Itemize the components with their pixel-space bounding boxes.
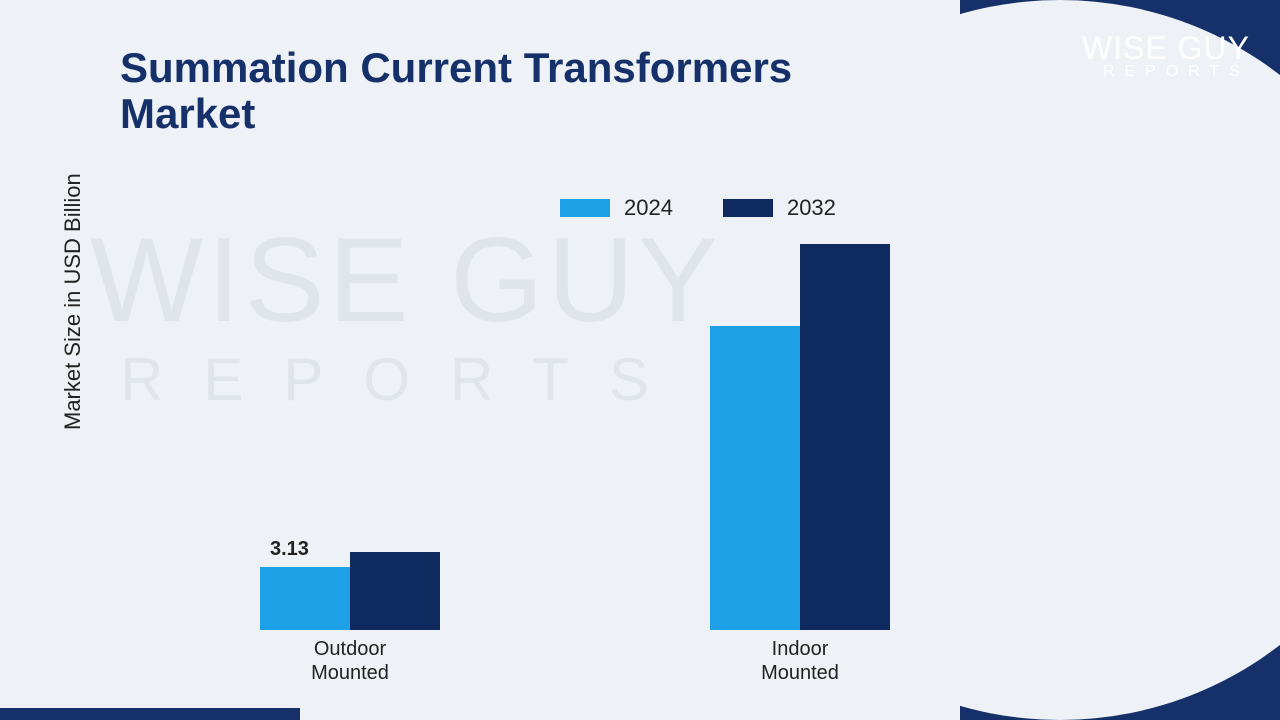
bar-value-label: 3.13 [270, 538, 309, 561]
logo-main-text: WISE GUY [1082, 30, 1250, 67]
bar [350, 552, 440, 630]
page-root: WISE GUY REPORTS WISE GUY REPORTS Summat… [0, 0, 1280, 720]
bar [260, 567, 350, 630]
brand-logo: WISE GUY REPORTS [1082, 30, 1250, 81]
category-label: IndoorMounted [710, 637, 890, 685]
legend-item-2024: 2024 [560, 195, 673, 221]
logo-sub-text: REPORTS [1082, 63, 1250, 81]
chart-area: 3.13OutdoorMounted IndoorMounted [160, 230, 960, 630]
legend-label-2032: 2032 [787, 195, 836, 221]
bottom-accent-bar [0, 708, 300, 720]
category-label: OutdoorMounted [260, 637, 440, 685]
legend-swatch-2032 [723, 199, 773, 217]
bar [800, 244, 890, 630]
legend-swatch-2024 [560, 199, 610, 217]
legend-item-2032: 2032 [723, 195, 836, 221]
bar [710, 326, 800, 630]
legend: 2024 2032 [560, 195, 836, 221]
y-axis-label: Market Size in USD Billion [60, 173, 86, 430]
bar-group: 3.13OutdoorMounted [260, 552, 440, 630]
bar-group: IndoorMounted [710, 244, 890, 630]
legend-label-2024: 2024 [624, 195, 673, 221]
chart-title: Summation Current Transformers Market [120, 45, 840, 137]
